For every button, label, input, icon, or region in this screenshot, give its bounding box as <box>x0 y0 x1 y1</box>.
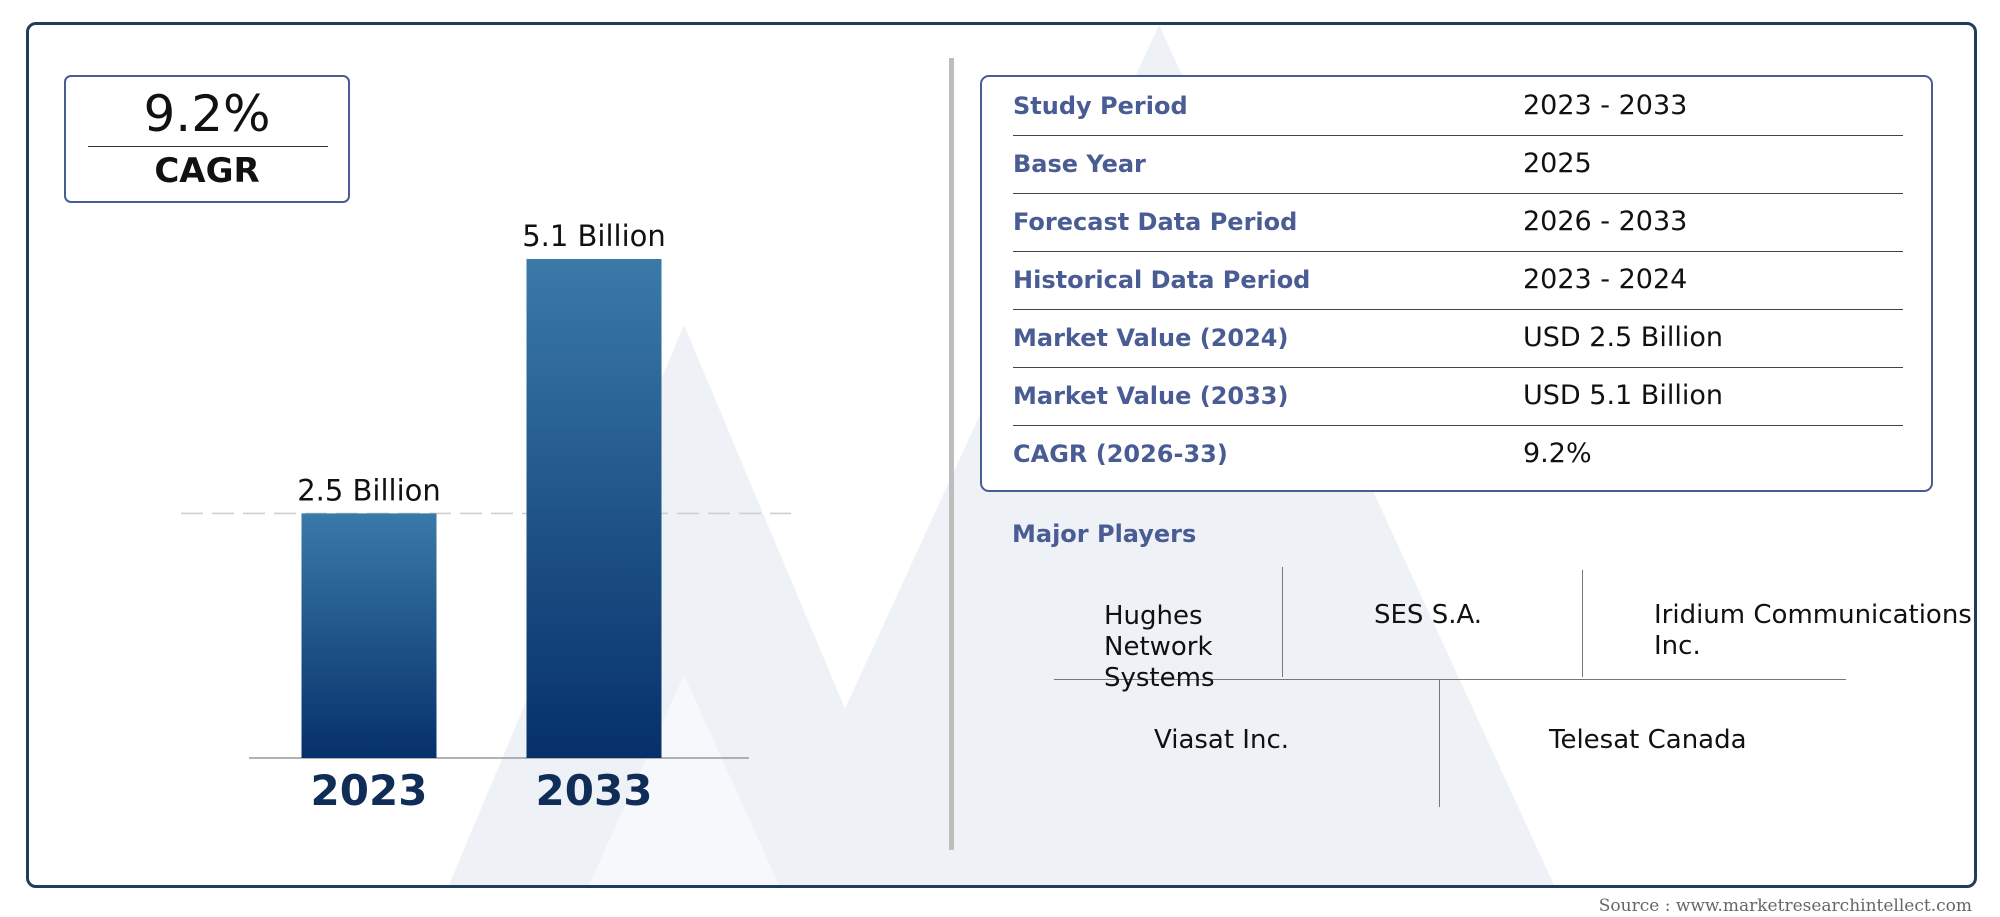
info-label: Market Value (2033) <box>1013 382 1289 410</box>
player-hughes-network-systems: Hughes Network Systems <box>1104 601 1215 693</box>
info-label: Study Period <box>1013 92 1188 120</box>
player-divider <box>1282 567 1283 677</box>
info-row-forecast-period: Forecast Data Period 2026 - 2033 <box>1013 193 1903 252</box>
player-divider-horizontal <box>1054 679 1846 680</box>
info-row-cagr: CAGR (2026-33) 9.2% <box>1013 425 1903 483</box>
cagr-divider <box>88 146 328 147</box>
bar-2023 <box>301 513 437 758</box>
player-divider <box>1582 570 1583 677</box>
player-ses: SES S.A. <box>1374 600 1483 630</box>
info-value: 9.2% <box>1523 438 1592 469</box>
vertical-divider <box>949 58 954 850</box>
info-value: USD 5.1 Billion <box>1523 380 1723 411</box>
category-label-2033: 2033 <box>536 766 653 815</box>
info-label: Forecast Data Period <box>1013 208 1298 236</box>
player-iridium: Iridium Communications Inc. <box>1654 600 1972 661</box>
data-label-2023: 2.5 Billion <box>297 473 441 507</box>
info-row-historical-period: Historical Data Period 2023 - 2024 <box>1013 251 1903 310</box>
player-viasat: Viasat Inc. <box>1154 725 1290 755</box>
cagr-value: 9.2% <box>143 85 271 143</box>
bar-2033 <box>526 259 662 758</box>
info-row-base-year: Base Year 2025 <box>1013 135 1903 194</box>
info-value: USD 2.5 Billion <box>1523 322 1723 353</box>
bar-chart: 2.5 Billion 2023 5.1 Billion 2033 <box>181 219 791 815</box>
source-credit: Source : www.marketresearchintellect.com <box>1598 896 1972 916</box>
player-divider <box>1439 679 1440 807</box>
info-label: Base Year <box>1013 150 1146 178</box>
info-row-study-period: Study Period 2023 - 2033 <box>1013 77 1903 136</box>
info-value: 2026 - 2033 <box>1523 206 1688 237</box>
info-value: 2025 <box>1523 148 1592 179</box>
major-players-heading: Major Players <box>1012 520 1197 548</box>
info-value: 2023 - 2033 <box>1523 90 1688 121</box>
info-row-market-value-2024: Market Value (2024) USD 2.5 Billion <box>1013 309 1903 368</box>
infographic-frame: 9.2% CAGR 2.5 Billion 2023 5.1 Billion 2033… <box>26 22 1977 888</box>
cagr-badge: 9.2% CAGR <box>64 75 350 203</box>
category-label-2023: 2023 <box>311 766 428 815</box>
info-label: Historical Data Period <box>1013 266 1311 294</box>
market-info-table: Study Period 2023 - 2033 Base Year 2025 … <box>980 75 1933 492</box>
player-telesat: Telesat Canada <box>1549 725 1747 755</box>
info-label: Market Value (2024) <box>1013 324 1289 352</box>
data-label-2033: 5.1 Billion <box>522 219 666 253</box>
cagr-label: CAGR <box>154 151 260 191</box>
info-value: 2023 - 2024 <box>1523 264 1688 295</box>
info-label: CAGR (2026-33) <box>1013 440 1228 468</box>
info-row-market-value-2033: Market Value (2033) USD 5.1 Billion <box>1013 367 1903 426</box>
